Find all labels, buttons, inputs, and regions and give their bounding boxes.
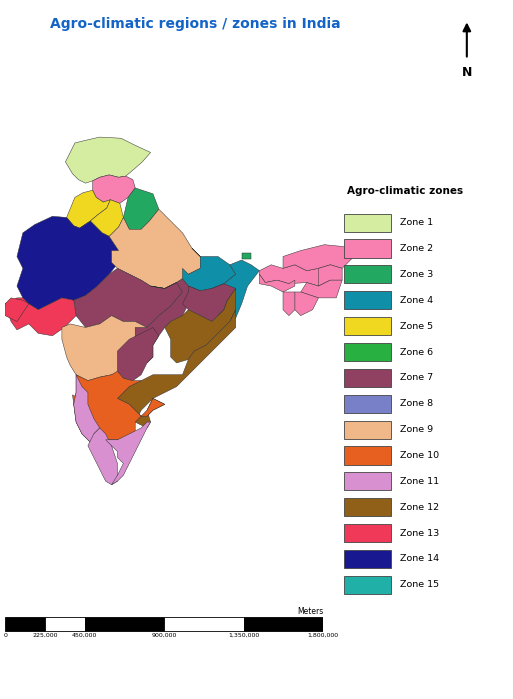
Text: Zone 1: Zone 1 xyxy=(400,218,432,227)
Bar xyxy=(344,395,391,413)
Polygon shape xyxy=(90,200,124,236)
Polygon shape xyxy=(165,289,235,363)
Text: Zone 12: Zone 12 xyxy=(400,503,439,512)
Bar xyxy=(344,240,391,258)
Bar xyxy=(164,617,244,631)
Polygon shape xyxy=(183,248,235,291)
Bar xyxy=(344,317,391,336)
Bar xyxy=(344,473,391,491)
Polygon shape xyxy=(74,375,117,452)
Text: 900,000: 900,000 xyxy=(151,633,177,638)
Text: N: N xyxy=(462,66,472,80)
Bar xyxy=(45,617,85,631)
Bar xyxy=(344,524,391,542)
Bar xyxy=(344,369,391,387)
Polygon shape xyxy=(301,280,342,298)
Text: Agro-climatic zones: Agro-climatic zones xyxy=(347,185,463,196)
Text: Zone 7: Zone 7 xyxy=(400,373,432,382)
Polygon shape xyxy=(206,260,260,322)
Polygon shape xyxy=(106,422,151,484)
Bar xyxy=(344,343,391,361)
Polygon shape xyxy=(74,268,183,327)
Polygon shape xyxy=(283,245,354,271)
Text: 0: 0 xyxy=(3,633,7,638)
Text: Zone 11: Zone 11 xyxy=(400,477,439,486)
Polygon shape xyxy=(117,310,235,428)
Text: Zone 8: Zone 8 xyxy=(400,399,432,408)
Polygon shape xyxy=(135,279,200,363)
Polygon shape xyxy=(62,316,153,381)
Bar xyxy=(344,291,391,310)
Polygon shape xyxy=(88,428,117,484)
Polygon shape xyxy=(109,240,116,246)
Polygon shape xyxy=(72,395,80,407)
Text: 450,000: 450,000 xyxy=(72,633,97,638)
Polygon shape xyxy=(283,292,295,316)
Bar xyxy=(344,447,391,465)
Text: Zone 9: Zone 9 xyxy=(400,425,432,434)
Polygon shape xyxy=(67,190,110,228)
Text: 225,000: 225,000 xyxy=(32,633,57,638)
Polygon shape xyxy=(66,137,151,183)
Bar xyxy=(344,266,391,284)
Polygon shape xyxy=(5,298,76,336)
Polygon shape xyxy=(295,292,319,316)
Bar xyxy=(344,421,391,439)
Text: Zone 10: Zone 10 xyxy=(400,451,439,460)
Text: Zone 4: Zone 4 xyxy=(400,296,432,305)
Polygon shape xyxy=(124,188,159,229)
Polygon shape xyxy=(74,371,165,452)
Polygon shape xyxy=(319,265,342,286)
Text: 1,350,000: 1,350,000 xyxy=(228,633,259,638)
Text: Zone 13: Zone 13 xyxy=(400,528,439,538)
Text: Zone 14: Zone 14 xyxy=(400,554,439,563)
Bar xyxy=(244,617,323,631)
Text: Agro-climatic regions / zones in India: Agro-climatic regions / zones in India xyxy=(50,17,340,31)
Bar xyxy=(344,576,391,594)
Text: Zone 5: Zone 5 xyxy=(400,322,432,331)
Text: 1,800,000: 1,800,000 xyxy=(308,633,339,638)
Text: Zone 6: Zone 6 xyxy=(400,347,432,356)
Text: Meters: Meters xyxy=(297,607,323,616)
Text: Zone 2: Zone 2 xyxy=(400,244,432,253)
Polygon shape xyxy=(5,298,29,322)
Text: Zone 3: Zone 3 xyxy=(400,270,433,279)
Bar xyxy=(344,498,391,517)
Polygon shape xyxy=(242,253,251,259)
Bar xyxy=(5,617,45,631)
Bar xyxy=(85,617,164,631)
Bar xyxy=(344,550,391,568)
Polygon shape xyxy=(183,284,235,322)
Polygon shape xyxy=(260,274,295,292)
Polygon shape xyxy=(117,327,159,381)
Text: Zone 15: Zone 15 xyxy=(400,580,439,589)
Polygon shape xyxy=(109,209,200,289)
Polygon shape xyxy=(17,216,119,310)
Polygon shape xyxy=(260,265,336,286)
Bar xyxy=(344,214,391,232)
Polygon shape xyxy=(93,175,135,203)
